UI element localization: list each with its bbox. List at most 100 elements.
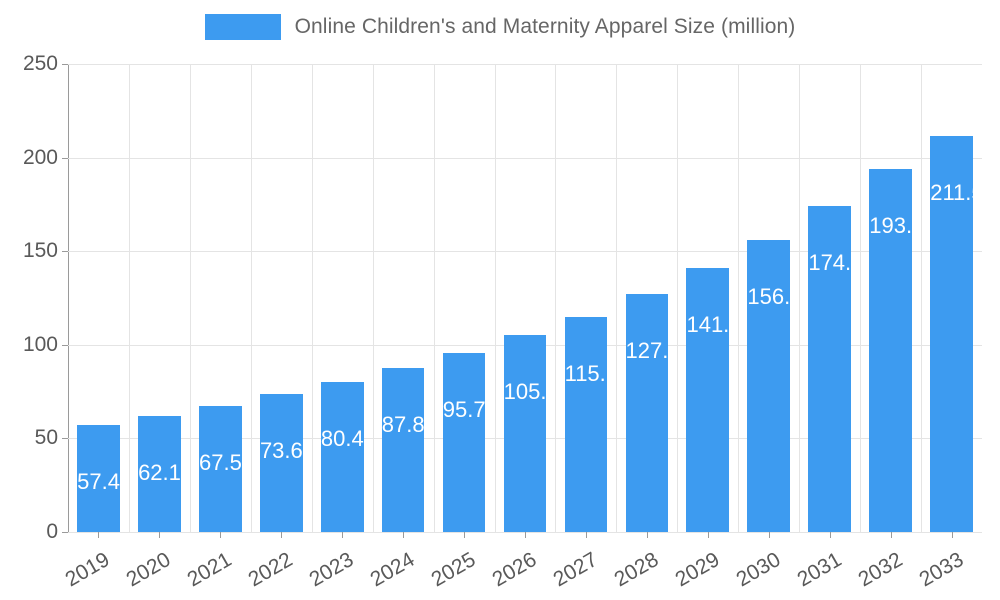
y-axis-tick-label: 150 bbox=[22, 239, 58, 263]
y-axis-tick-label: 0 bbox=[46, 520, 58, 543]
y-axis-line bbox=[68, 64, 69, 532]
bar-slot: 156.1 bbox=[747, 64, 791, 532]
bar[interactable]: 95.7 bbox=[442, 352, 486, 532]
y-axis-tick-label: 250 bbox=[22, 52, 58, 75]
bar-value-label: 62.1 bbox=[138, 459, 181, 485]
x-axis-tick-mark bbox=[342, 532, 344, 538]
x-axis-tick-label: 2030 bbox=[732, 548, 785, 592]
y-axis-tick-label: 50 bbox=[34, 426, 58, 450]
bar-slot: 115.1 bbox=[564, 64, 608, 532]
bar[interactable]: 57.4 bbox=[77, 424, 120, 532]
x-axis-tick-label: 2032 bbox=[854, 548, 907, 592]
bar[interactable]: 87.8 bbox=[381, 367, 425, 532]
bar[interactable]: 67.5 bbox=[199, 405, 242, 532]
y-axis-tick-mark bbox=[62, 157, 68, 159]
bar-value-label: 95.7 bbox=[442, 396, 486, 422]
bar[interactable]: 174.1 bbox=[808, 206, 851, 532]
x-axis-tick-mark bbox=[829, 532, 831, 538]
x-axis-tick-label: 2031 bbox=[793, 548, 846, 592]
bar-slot: 62.1 bbox=[138, 64, 181, 532]
x-axis-tick-mark bbox=[98, 532, 100, 538]
x-axis-tick-label: 2027 bbox=[549, 548, 602, 592]
x-axis-tick-mark bbox=[646, 532, 648, 538]
gridline-vertical bbox=[677, 64, 679, 532]
gridline-vertical bbox=[555, 64, 557, 532]
bar-value-label: 115.1 bbox=[564, 360, 608, 386]
bar-value-label: 105.1 bbox=[503, 379, 547, 405]
gridline-vertical bbox=[738, 64, 740, 532]
bar-value-label: 80.4 bbox=[320, 425, 364, 451]
bar-value-label: 156.1 bbox=[747, 283, 791, 309]
legend-label: Online Children's and Maternity Apparel … bbox=[294, 15, 796, 38]
x-axis-tick-mark bbox=[707, 532, 709, 538]
bar-slot: 211.5 bbox=[930, 64, 973, 532]
bar-value-label: 87.8 bbox=[381, 411, 425, 437]
gridline-vertical bbox=[311, 64, 313, 532]
y-axis-tick-label: 100 bbox=[22, 332, 58, 356]
bar-slot: 193.8 bbox=[869, 64, 912, 532]
bar-value-label: 211.5 bbox=[930, 180, 973, 206]
x-axis-tick-label: 2026 bbox=[488, 548, 541, 592]
x-axis-tick-mark bbox=[585, 532, 587, 538]
bar[interactable]: 80.4 bbox=[320, 381, 364, 532]
bar-value-label: 141.3 bbox=[686, 311, 730, 337]
gridline-vertical bbox=[860, 64, 862, 532]
x-axis-tick-label: 2024 bbox=[366, 548, 419, 592]
gridline-vertical bbox=[128, 64, 130, 532]
x-axis-tick-mark bbox=[951, 532, 953, 538]
bar[interactable]: 141.3 bbox=[686, 267, 730, 532]
bar[interactable]: 127.1 bbox=[625, 294, 669, 532]
bar[interactable]: 193.8 bbox=[869, 169, 912, 532]
x-axis-tick-mark bbox=[464, 532, 466, 538]
x-axis-tick-label: 2020 bbox=[122, 548, 175, 592]
y-axis-tick-mark bbox=[62, 438, 68, 440]
gridline-vertical bbox=[372, 64, 374, 532]
gridline-horizontal bbox=[68, 251, 982, 253]
bar-slot: 87.8 bbox=[381, 64, 425, 532]
x-axis-tick-mark bbox=[525, 532, 526, 538]
gridline-horizontal bbox=[68, 64, 982, 65]
y-axis-tick-mark bbox=[62, 344, 68, 346]
bar-slot: 80.4 bbox=[320, 64, 364, 532]
y-axis-tick-label: 200 bbox=[22, 145, 58, 169]
legend-color-swatch bbox=[204, 14, 281, 40]
bar[interactable]: 115.1 bbox=[564, 316, 608, 532]
gridline-vertical bbox=[494, 64, 496, 532]
bar-slot: 174.1 bbox=[808, 64, 851, 532]
bar[interactable]: 156.1 bbox=[747, 239, 791, 532]
x-axis-tick-label: 2029 bbox=[671, 548, 724, 592]
gridline-horizontal bbox=[68, 157, 982, 159]
bar-value-label: 193.8 bbox=[869, 213, 912, 239]
bar[interactable]: 105.1 bbox=[503, 335, 547, 532]
gridline-vertical bbox=[433, 64, 435, 532]
x-axis-tick-label: 2025 bbox=[427, 548, 480, 592]
y-axis-tick-mark bbox=[62, 532, 68, 533]
x-axis-tick-label: 2019 bbox=[61, 548, 114, 592]
y-axis-tick-mark bbox=[62, 64, 68, 65]
bar-value-label: 73.6 bbox=[259, 438, 303, 464]
y-axis-tick-mark bbox=[62, 251, 68, 253]
x-axis-tick-label: 2022 bbox=[244, 548, 297, 592]
gridline-vertical bbox=[616, 64, 618, 532]
bar-value-label: 174.1 bbox=[808, 250, 851, 276]
bar-slot: 57.4 bbox=[77, 64, 120, 532]
bar-slot: 127.1 bbox=[625, 64, 669, 532]
bar-value-label: 127.1 bbox=[625, 338, 669, 364]
plot-area: 0 50 100 150 200 250 57.4 62.1 67.5 73.6 80.4 87.8… bbox=[23, 52, 982, 543]
chart-legend: Online Children's and Maternity Apparel … bbox=[0, 14, 1000, 40]
gridline-vertical bbox=[250, 64, 252, 532]
gridline-vertical bbox=[189, 64, 191, 532]
x-axis-tick-mark bbox=[220, 532, 222, 538]
x-axis-tick-mark bbox=[890, 532, 892, 538]
bar-value-label: 57.4 bbox=[77, 468, 120, 494]
bar[interactable]: 62.1 bbox=[138, 415, 181, 532]
bar-value-label: 67.5 bbox=[199, 449, 242, 475]
bar-slot: 67.5 bbox=[199, 64, 242, 532]
bar-slot: 105.1 bbox=[503, 64, 547, 532]
x-axis-tick-mark bbox=[159, 532, 161, 538]
bar-slot: 141.3 bbox=[686, 64, 730, 532]
bar[interactable]: 211.5 bbox=[930, 136, 973, 532]
bar[interactable]: 73.6 bbox=[259, 394, 303, 532]
x-axis-tick-label: 2028 bbox=[610, 548, 663, 592]
